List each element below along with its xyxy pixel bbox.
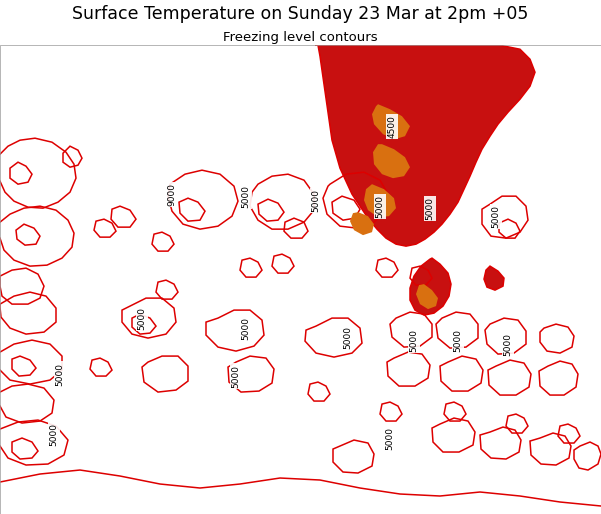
Text: 5000: 5000 xyxy=(242,185,251,208)
Text: Freezing level contours: Freezing level contours xyxy=(223,31,378,44)
Text: 5000: 5000 xyxy=(426,197,435,219)
Text: 4500: 4500 xyxy=(388,115,397,138)
Polygon shape xyxy=(416,284,438,309)
Text: 5000: 5000 xyxy=(385,427,394,450)
Text: 5000: 5000 xyxy=(49,423,58,446)
Text: 5000: 5000 xyxy=(504,333,513,356)
Text: 9000: 9000 xyxy=(168,182,177,206)
Text: 5000: 5000 xyxy=(138,306,147,329)
Text: 5000: 5000 xyxy=(376,195,385,217)
Text: 5000: 5000 xyxy=(242,317,251,340)
Polygon shape xyxy=(484,266,504,290)
Text: 5000: 5000 xyxy=(409,328,418,352)
Polygon shape xyxy=(350,212,374,235)
Text: 5000: 5000 xyxy=(231,364,240,388)
Text: 5000: 5000 xyxy=(454,328,463,352)
Polygon shape xyxy=(373,144,410,178)
Text: 5000: 5000 xyxy=(311,189,320,212)
Text: 5000: 5000 xyxy=(492,205,501,228)
Polygon shape xyxy=(372,104,410,139)
Polygon shape xyxy=(364,184,396,217)
Text: Surface Temperature on Sunday 23 Mar at 2pm +05: Surface Temperature on Sunday 23 Mar at … xyxy=(72,5,529,23)
Polygon shape xyxy=(315,45,535,246)
Text: 5000: 5000 xyxy=(344,325,353,348)
Text: 5000: 5000 xyxy=(55,362,64,386)
Polygon shape xyxy=(410,258,451,315)
